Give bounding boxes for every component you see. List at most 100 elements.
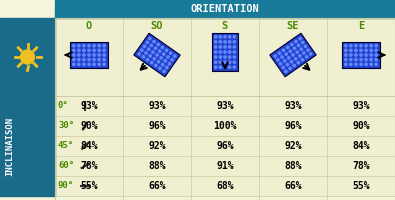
Text: 93%: 93% (216, 101, 234, 111)
Circle shape (370, 63, 372, 65)
Circle shape (233, 51, 235, 53)
Bar (55, 156, 395, 176)
Circle shape (156, 54, 158, 56)
Circle shape (355, 59, 357, 61)
Text: 84%: 84% (80, 141, 98, 151)
Circle shape (301, 59, 304, 61)
Circle shape (281, 56, 283, 58)
Circle shape (365, 54, 367, 56)
Circle shape (286, 46, 289, 49)
Text: 55%: 55% (80, 181, 98, 191)
Circle shape (219, 56, 222, 58)
Text: 78%: 78% (80, 161, 98, 171)
Circle shape (78, 45, 80, 47)
Circle shape (375, 63, 377, 65)
Circle shape (98, 45, 100, 47)
Circle shape (350, 59, 352, 61)
Circle shape (282, 49, 285, 51)
Circle shape (305, 56, 308, 58)
Circle shape (93, 59, 95, 61)
Circle shape (98, 59, 100, 61)
Circle shape (157, 43, 159, 46)
Circle shape (288, 57, 290, 59)
Circle shape (233, 46, 235, 48)
Circle shape (274, 55, 276, 57)
Circle shape (93, 49, 95, 51)
Circle shape (229, 46, 231, 48)
Circle shape (83, 45, 85, 47)
Circle shape (219, 51, 222, 53)
Circle shape (88, 63, 90, 65)
Bar (55, 176, 395, 196)
Circle shape (224, 66, 226, 68)
Circle shape (345, 45, 347, 47)
Circle shape (282, 66, 284, 69)
Circle shape (310, 53, 312, 55)
Circle shape (78, 63, 80, 65)
Circle shape (360, 45, 362, 47)
Circle shape (365, 45, 367, 47)
Circle shape (103, 63, 105, 65)
Circle shape (138, 53, 140, 55)
Text: 100%: 100% (213, 121, 237, 131)
Circle shape (174, 55, 176, 57)
Circle shape (229, 41, 231, 43)
Circle shape (78, 54, 80, 56)
Circle shape (83, 59, 85, 61)
Text: O: O (86, 21, 92, 31)
Polygon shape (212, 33, 238, 71)
Polygon shape (342, 42, 380, 68)
Circle shape (345, 59, 347, 61)
Circle shape (150, 61, 153, 64)
Circle shape (103, 49, 105, 51)
Text: 96%: 96% (216, 141, 234, 151)
Bar (55, 18, 395, 96)
Circle shape (21, 50, 34, 64)
Circle shape (295, 40, 297, 43)
Text: 78%: 78% (352, 161, 370, 171)
Polygon shape (134, 33, 180, 77)
Circle shape (83, 54, 85, 56)
Circle shape (355, 49, 357, 51)
Text: 84%: 84% (352, 141, 370, 151)
Text: 93%: 93% (352, 101, 370, 111)
Circle shape (78, 49, 80, 51)
Circle shape (148, 48, 150, 50)
Circle shape (360, 49, 362, 51)
Circle shape (224, 56, 226, 58)
Circle shape (219, 46, 222, 48)
Circle shape (168, 63, 171, 65)
Text: 93%: 93% (148, 101, 166, 111)
Circle shape (229, 36, 231, 38)
Circle shape (214, 51, 217, 53)
Bar (55, 0, 395, 18)
Circle shape (214, 61, 217, 63)
Circle shape (88, 45, 90, 47)
Circle shape (233, 56, 235, 58)
Circle shape (290, 61, 293, 63)
Circle shape (93, 45, 95, 47)
Circle shape (370, 49, 372, 51)
Circle shape (145, 52, 147, 54)
Circle shape (73, 63, 75, 65)
Circle shape (73, 49, 75, 51)
Circle shape (293, 64, 295, 67)
Text: 90%: 90% (80, 121, 98, 131)
Bar (55, 96, 395, 116)
Text: 88%: 88% (284, 161, 302, 171)
Text: SE: SE (287, 21, 299, 31)
Circle shape (370, 45, 372, 47)
Circle shape (103, 59, 105, 61)
Text: 90%: 90% (352, 121, 370, 131)
Circle shape (93, 54, 95, 56)
Circle shape (159, 67, 161, 70)
Circle shape (307, 49, 309, 51)
Text: 92%: 92% (284, 141, 302, 151)
Circle shape (289, 67, 291, 70)
Circle shape (304, 45, 307, 47)
Text: 30°: 30° (58, 121, 74, 130)
Circle shape (155, 64, 157, 67)
Text: 92%: 92% (148, 141, 166, 151)
Circle shape (83, 49, 85, 51)
Circle shape (360, 63, 362, 65)
